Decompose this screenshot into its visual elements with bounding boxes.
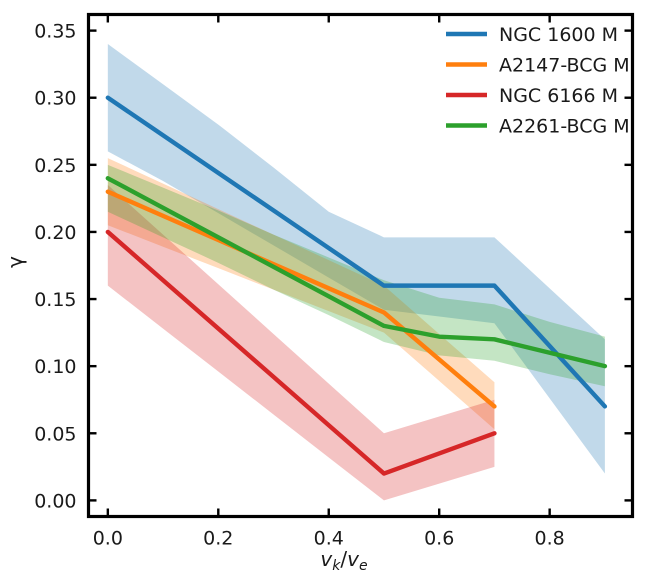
x-tick-label: 0.8 (535, 528, 565, 550)
data-line (105, 229, 497, 476)
x-tick-label: 0.2 (203, 528, 233, 550)
x-axis-title-numerator-var: v (320, 547, 333, 571)
y-tick-label: 0.15 (34, 289, 76, 311)
confidence-band (107, 164, 605, 387)
axis-tick-labels: 0.0 0.2 0.4 0.6 0.8 0.00 0.05 0.10 0.15 0.20 0.25 0… (34, 21, 565, 550)
legend: NGC 1600 M A2147-BCG M NGC 6166 M A2261-BCG… (446, 24, 630, 138)
legend-label: A2261-BCG M (499, 116, 630, 138)
confidence-band (107, 44, 605, 474)
y-axis-title: γ (3, 256, 27, 268)
confidence-band (107, 184, 495, 501)
data-lines (105, 95, 608, 476)
x-tick-label: 0.0 (93, 528, 123, 550)
confidence-bands (107, 44, 605, 501)
legend-label: NGC 6166 M (499, 85, 618, 107)
x-tick-label: 0.4 (314, 528, 344, 550)
x-axis-title-numerator-sub: k (332, 558, 341, 574)
plot-frame (86, 12, 635, 519)
y-tick-label: 0.35 (34, 21, 76, 43)
data-line (105, 189, 497, 409)
legend-label: NGC 1600 M (499, 24, 618, 46)
confidence-band (107, 158, 495, 430)
y-tick-label: 0.20 (34, 222, 76, 244)
legend-label: A2147-BCG M (499, 55, 630, 77)
x-axis-title-denominator-var: v (347, 547, 360, 571)
x-axis-title-denominator-sub: e (359, 558, 368, 574)
y-tick-label: 0.10 (34, 356, 76, 378)
data-line (105, 176, 608, 369)
axis-ticks (88, 14, 633, 517)
x-axis-title-slash: / (340, 547, 347, 571)
y-tick-label: 0.05 (34, 423, 76, 445)
data-line (105, 95, 608, 409)
x-tick-label: 0.6 (424, 528, 454, 550)
y-tick-label: 0.25 (34, 155, 76, 177)
axes-frame (86, 12, 635, 519)
x-axis-title: vk/ve (320, 547, 367, 574)
y-tick-label: 0.00 (34, 490, 76, 512)
svg-text:vk/ve: vk/ve (320, 547, 367, 574)
y-tick-label: 0.30 (34, 88, 76, 110)
